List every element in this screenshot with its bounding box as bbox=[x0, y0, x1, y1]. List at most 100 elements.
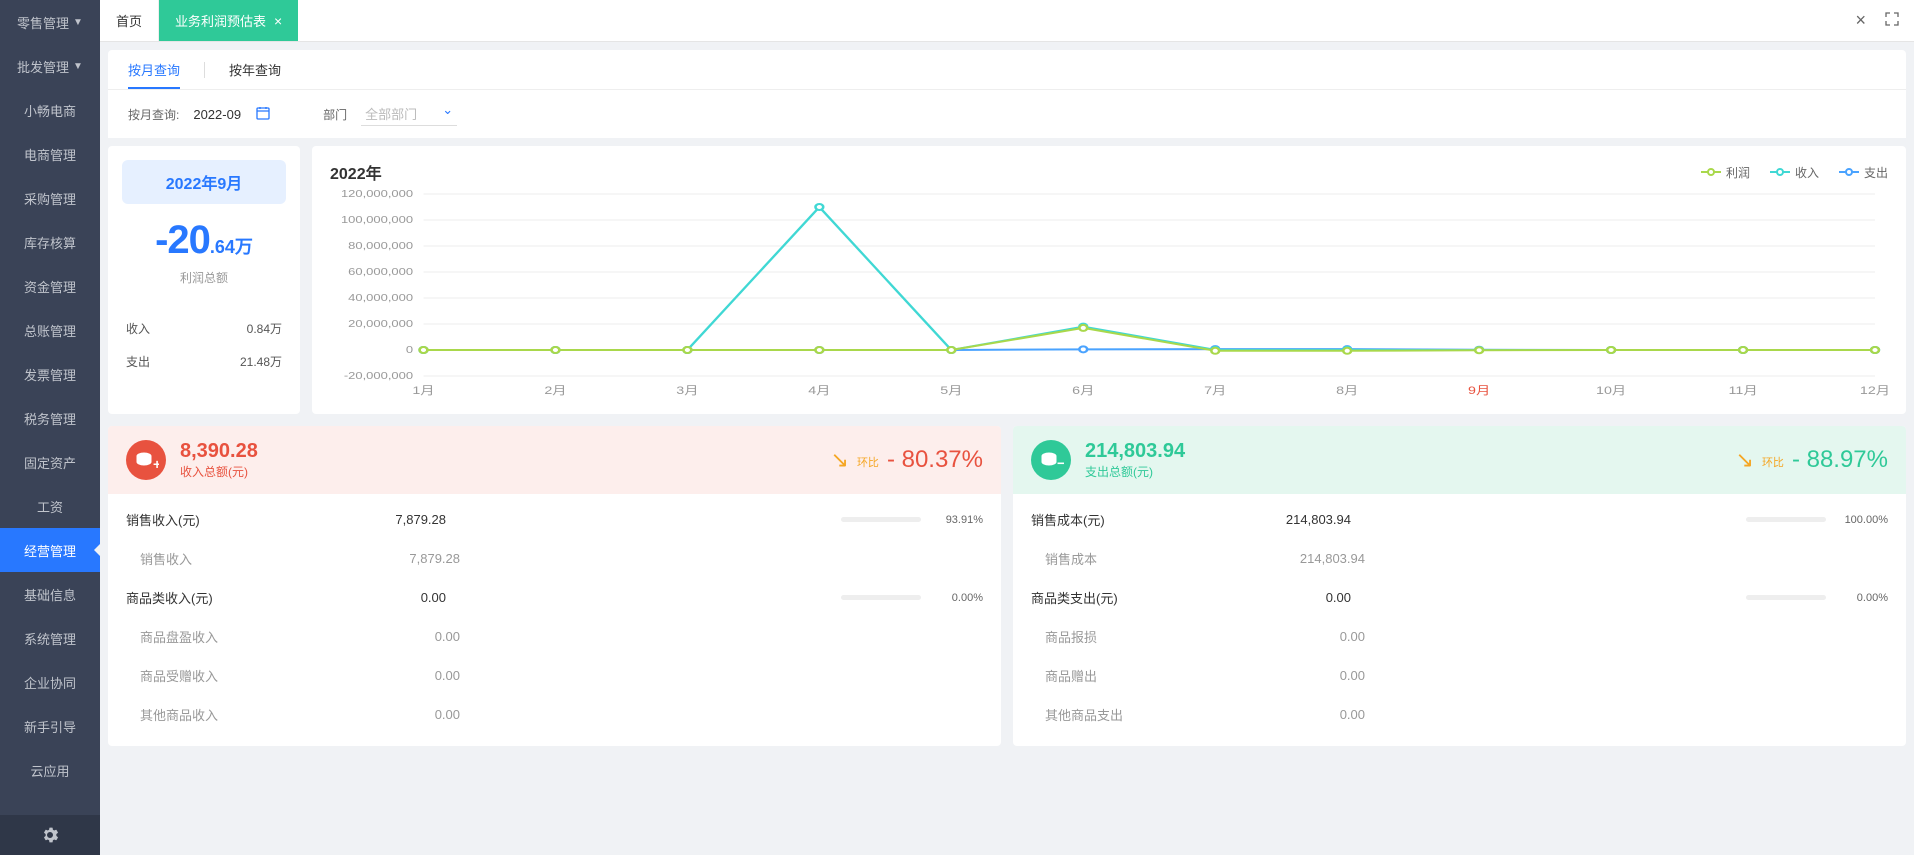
expense-panel: − 214,803.94 支出总额(元) ↘ 环比 - 88.97% 销售成本(… bbox=[1013, 426, 1906, 746]
expense-body: 销售成本(元)214,803.94100.00%销售成本214,803.94商品… bbox=[1013, 494, 1906, 746]
summary-mini-rows: 收入0.84万支出21.48万 bbox=[122, 312, 286, 378]
sidebar-item[interactable]: 工资 bbox=[0, 484, 100, 528]
bar-track bbox=[1746, 595, 1826, 600]
svg-text:80,000,000: 80,000,000 bbox=[348, 241, 413, 251]
sidebar-item[interactable]: 税务管理 bbox=[0, 396, 100, 440]
filter-month-value[interactable]: 2022-09 bbox=[193, 107, 241, 122]
profit-small: .64万 bbox=[210, 237, 253, 257]
svg-text:9月: 9月 bbox=[1468, 384, 1490, 397]
row-label: 销售成本 bbox=[1045, 549, 1225, 568]
sidebar-item-label: 批发管理 bbox=[17, 57, 69, 76]
income-amount: 8,390.28 bbox=[180, 440, 258, 463]
sidebar-item-label: 新手引导 bbox=[24, 717, 76, 736]
chart-legend: 利润 收入 支出 bbox=[1701, 164, 1888, 181]
close-icon[interactable]: × bbox=[274, 13, 282, 29]
dept-select[interactable]: 全部部门 ⌄ bbox=[361, 102, 457, 126]
sidebar-item-label: 电商管理 bbox=[24, 145, 76, 164]
row-label: 其他商品支出 bbox=[1045, 705, 1225, 724]
tab-active[interactable]: 业务利润预估表 × bbox=[159, 0, 298, 41]
profit-label: 利润总额 bbox=[122, 269, 286, 286]
trend-down-icon: ↘ bbox=[1736, 447, 1754, 473]
panel-row: 销售收入(元)7,879.2893.91% bbox=[126, 500, 983, 539]
calendar-icon[interactable] bbox=[255, 105, 271, 124]
line-chart: -20,000,000020,000,00040,000,00060,000,0… bbox=[330, 190, 1888, 400]
sidebar-item[interactable]: 总账管理 bbox=[0, 308, 100, 352]
sidebar-item-label: 库存核算 bbox=[24, 233, 76, 252]
main-area: 首页 业务利润预估表 × × 按月查询 按年查询 bbox=[100, 0, 1914, 855]
svg-text:10月: 10月 bbox=[1596, 384, 1626, 397]
income-icon: + bbox=[126, 440, 166, 480]
sidebar-item[interactable]: 库存核算 bbox=[0, 220, 100, 264]
legend-income[interactable]: 收入 bbox=[1770, 164, 1819, 181]
svg-text:2月: 2月 bbox=[544, 384, 566, 397]
sidebar-item[interactable]: 经营管理 bbox=[0, 528, 100, 572]
sidebar-item-label: 系统管理 bbox=[24, 629, 76, 648]
row-pct: 93.91% bbox=[931, 514, 983, 526]
chart-title: 2022年 bbox=[330, 160, 382, 184]
bottom-row: + 8,390.28 收入总额(元) ↘ 环比 - 80.37% 销售收入(元)… bbox=[108, 426, 1906, 746]
bar-track bbox=[841, 595, 921, 600]
expense-main: 214,803.94 支出总额(元) bbox=[1085, 440, 1185, 480]
chevron-down-icon: ▼ bbox=[73, 17, 83, 28]
row-value: 214,803.94 bbox=[1225, 551, 1365, 566]
svg-text:5月: 5月 bbox=[940, 384, 962, 397]
row-bar-area: 0.00% bbox=[446, 592, 983, 604]
sidebar-item[interactable]: 电商管理 bbox=[0, 132, 100, 176]
expense-trend-label: 环比 bbox=[1762, 454, 1784, 470]
sidebar-item[interactable]: 新手引导 bbox=[0, 704, 100, 748]
sidebar-item-label: 企业协同 bbox=[24, 673, 76, 692]
income-header: + 8,390.28 收入总额(元) ↘ 环比 - 80.37% bbox=[108, 426, 1001, 494]
tabs-close-all-icon[interactable]: × bbox=[1855, 10, 1866, 31]
subtab-by-month[interactable]: 按月查询 bbox=[128, 60, 180, 89]
legend-profit-icon bbox=[1701, 167, 1721, 177]
subtab-by-year[interactable]: 按年查询 bbox=[229, 60, 281, 89]
mini-row-value: 21.48万 bbox=[240, 353, 282, 370]
chart-area: -20,000,000020,000,00040,000,00060,000,0… bbox=[330, 190, 1888, 400]
sidebar-item[interactable]: 发票管理 bbox=[0, 352, 100, 396]
tab-home-label: 首页 bbox=[116, 11, 142, 30]
sidebar-item[interactable]: 采购管理 bbox=[0, 176, 100, 220]
sidebar-item[interactable]: 云应用 bbox=[0, 748, 100, 792]
sidebar-item-label: 发票管理 bbox=[24, 365, 76, 384]
sidebar-item[interactable]: 固定资产 bbox=[0, 440, 100, 484]
panel-row: 其他商品支出0.00 bbox=[1031, 695, 1888, 734]
row-pct: 0.00% bbox=[931, 592, 983, 604]
chart-header: 2022年 利润 收入 支 bbox=[330, 160, 1888, 184]
sidebar-item[interactable]: 小畅电商 bbox=[0, 88, 100, 132]
sidebar-item[interactable]: 系统管理 bbox=[0, 616, 100, 660]
tab-home[interactable]: 首页 bbox=[100, 0, 159, 41]
row-label: 其他商品收入 bbox=[140, 705, 320, 724]
income-trend-label: 环比 bbox=[857, 454, 879, 470]
fullscreen-icon[interactable] bbox=[1884, 11, 1900, 30]
top-row: 2022年9月 -20.64万 利润总额 收入0.84万支出21.48万 202… bbox=[108, 146, 1906, 414]
sidebar-item[interactable]: 批发管理▼ bbox=[0, 44, 100, 88]
sidebar-item[interactable]: 基础信息 bbox=[0, 572, 100, 616]
panel-row: 商品受赠收入0.00 bbox=[126, 656, 983, 695]
svg-text:0: 0 bbox=[406, 345, 413, 355]
sidebar-item[interactable]: 零售管理▼ bbox=[0, 0, 100, 44]
row-label: 销售收入 bbox=[140, 549, 320, 568]
svg-text:1月: 1月 bbox=[412, 384, 434, 397]
content-scroll: 2022年9月 -20.64万 利润总额 收入0.84万支出21.48万 202… bbox=[100, 146, 1914, 855]
income-panel: + 8,390.28 收入总额(元) ↘ 环比 - 80.37% 销售收入(元)… bbox=[108, 426, 1001, 746]
sidebar-item[interactable]: 资金管理 bbox=[0, 264, 100, 308]
sidebar-settings[interactable] bbox=[0, 815, 100, 855]
dept-placeholder: 全部部门 bbox=[365, 107, 417, 122]
income-body: 销售收入(元)7,879.2893.91%销售收入7,879.28商品类收入(元… bbox=[108, 494, 1001, 746]
svg-text:11月: 11月 bbox=[1729, 384, 1758, 397]
legend-expense[interactable]: 支出 bbox=[1839, 164, 1888, 181]
legend-profit[interactable]: 利润 bbox=[1701, 164, 1750, 181]
bar-track bbox=[841, 517, 921, 522]
expense-trend: ↘ 环比 - 88.97% bbox=[1736, 446, 1889, 474]
row-label: 销售收入(元) bbox=[126, 510, 306, 529]
row-value: 0.00 bbox=[1211, 590, 1351, 605]
mini-row-label: 收入 bbox=[126, 320, 150, 337]
summary-card: 2022年9月 -20.64万 利润总额 收入0.84万支出21.48万 bbox=[108, 146, 300, 414]
row-value: 0.00 bbox=[1225, 629, 1365, 644]
panel-row: 商品类收入(元)0.000.00% bbox=[126, 578, 983, 617]
page-tabs: 首页 业务利润预估表 × × bbox=[100, 0, 1914, 42]
row-bar-area: 100.00% bbox=[1351, 514, 1888, 526]
sidebar-item[interactable]: 企业协同 bbox=[0, 660, 100, 704]
income-main: 8,390.28 收入总额(元) bbox=[180, 440, 258, 480]
legend-income-label: 收入 bbox=[1795, 164, 1819, 181]
